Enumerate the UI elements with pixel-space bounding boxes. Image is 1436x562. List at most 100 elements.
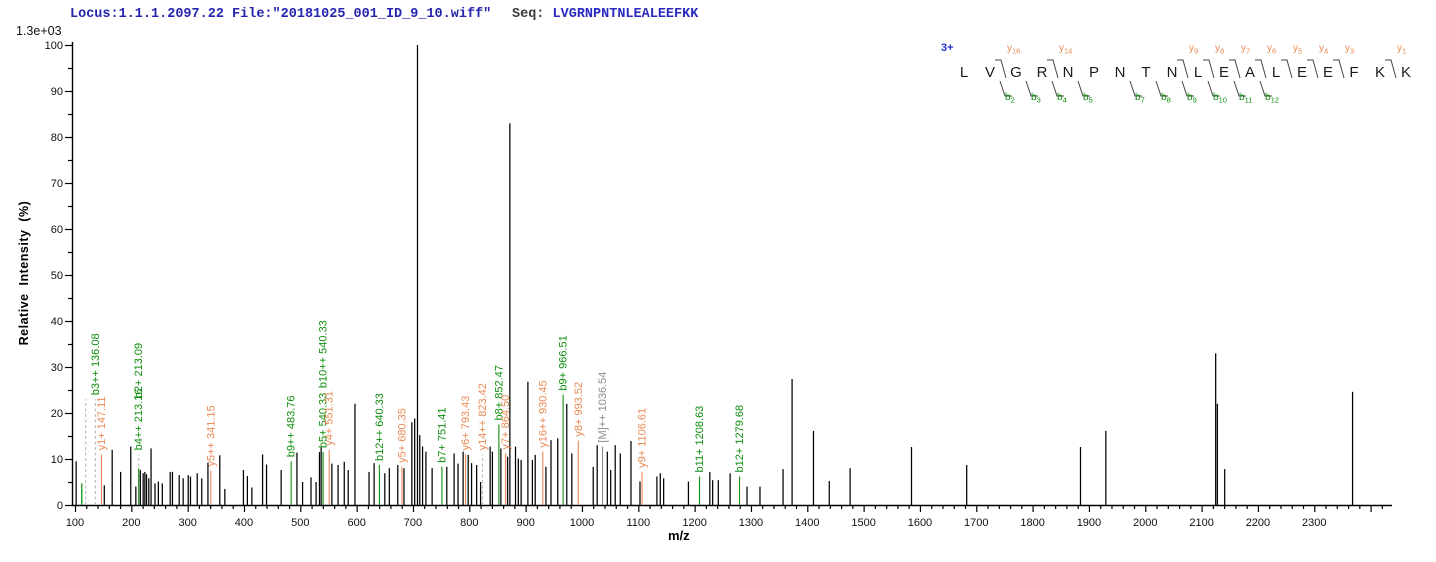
- ion-label: b12+ 1279.68: [734, 405, 746, 473]
- y-ion-tag: y3: [1345, 43, 1354, 56]
- y-tick-label: 10: [51, 454, 63, 466]
- y-tick-label: 30: [51, 362, 63, 374]
- ion-label: b5+ 540.33: [318, 393, 330, 448]
- y-ion-tag: y9: [1189, 43, 1198, 56]
- x-tick-label: 1500: [851, 517, 875, 529]
- b-cut-mark: [1051, 80, 1064, 97]
- b-cut-mark: [1181, 80, 1194, 97]
- b-cut-mark: [1207, 80, 1220, 97]
- y-ion-tag: y4: [1319, 43, 1328, 56]
- ion-label: b10++ 540.33: [318, 320, 330, 388]
- sequence-residue: K: [1375, 64, 1385, 81]
- x-tick-label: 300: [178, 517, 196, 529]
- ion-label: b8+ 852.47: [493, 365, 505, 420]
- y-cut-mark: [1203, 59, 1215, 79]
- precursor-charge-label: 3+: [941, 42, 954, 54]
- ion-label: b9++ 483.76: [286, 396, 298, 458]
- ion-label: y7+ 864.50: [500, 395, 512, 450]
- x-tick-label: 200: [122, 517, 140, 529]
- x-axis-title: m/z: [668, 528, 690, 543]
- x-tick-label: 2200: [1246, 517, 1270, 529]
- intensity-scale-label: 1.3e+03: [16, 24, 62, 38]
- y-cut-mark: [1281, 59, 1293, 79]
- ion-label: b9+ 966.51: [558, 335, 570, 390]
- sequence-residue: G: [1010, 64, 1022, 81]
- b-ion-tag: b9: [1187, 92, 1197, 105]
- b-cut-mark: [1233, 80, 1246, 97]
- sequence-residue: F: [1349, 64, 1358, 81]
- ion-label: b2+ 213.09: [133, 343, 145, 398]
- ion-label: y14++ 823.42: [477, 383, 489, 450]
- y-tick-label: 40: [51, 316, 63, 328]
- x-tick-label: 1200: [682, 517, 706, 529]
- ion-label: b4++ 213.16: [133, 389, 145, 451]
- y-cut-mark: [1307, 59, 1319, 79]
- sequence-residue: N: [1063, 64, 1074, 81]
- x-tick-label: 600: [347, 517, 365, 529]
- sequence-residue: N: [1115, 64, 1126, 81]
- sequence-residue: R: [1037, 64, 1048, 81]
- x-tick-label: 900: [516, 517, 534, 529]
- y-tick-label: 50: [51, 270, 63, 282]
- x-tick-label: 400: [235, 517, 253, 529]
- y-cut-mark: [1177, 59, 1189, 79]
- b-ion-tag: b12: [1265, 92, 1279, 105]
- b-cut-mark: [1259, 80, 1272, 97]
- sequence-residue: L: [1272, 64, 1280, 81]
- seq-label: Seq:: [512, 7, 553, 22]
- sequence-residue: L: [1194, 64, 1202, 81]
- y-tick-label: 20: [51, 408, 63, 420]
- y-ion-tag: y14: [1059, 43, 1072, 56]
- x-tick-label: 800: [460, 517, 478, 529]
- y-ion-tag: y1: [1397, 43, 1406, 56]
- ion-label: b3++ 136.08: [90, 333, 102, 395]
- b-cut-mark: [1025, 80, 1038, 97]
- b-ion-tag: b5: [1083, 92, 1093, 105]
- sequence-residue: L: [960, 64, 968, 81]
- sequence-residue: E: [1297, 64, 1307, 81]
- b-cut-mark: [1129, 80, 1142, 97]
- x-tick-label: 500: [291, 517, 309, 529]
- x-tick-label: 100: [66, 517, 84, 529]
- x-tick-label: 1000: [570, 517, 594, 529]
- x-tick-label: 1600: [908, 517, 932, 529]
- x-tick-label: 1300: [739, 517, 763, 529]
- ion-label: y9+ 1106.61: [637, 408, 649, 468]
- b-ion-tag: b3: [1031, 92, 1041, 105]
- b-ion-tag: b7: [1135, 92, 1145, 105]
- y-cut-mark: [1047, 59, 1059, 79]
- y-tick-label: 70: [51, 178, 63, 190]
- ion-label: y16++ 930.45: [537, 380, 549, 447]
- ion-label: y8+ 993.52: [573, 382, 585, 437]
- sequence-residue: E: [1323, 64, 1333, 81]
- b-ion-tag: b10: [1213, 92, 1227, 105]
- y-ion-tag: y7: [1241, 43, 1250, 56]
- sequence-residue: V: [985, 64, 995, 81]
- ion-label: y6+ 793.43: [460, 396, 472, 451]
- b-ion-tag: b2: [1005, 92, 1015, 105]
- ion-label: b7+ 751.41: [436, 407, 448, 462]
- y-cut-mark: [1333, 59, 1345, 79]
- sequence-header: Seq: LVGRNPNTNLEALEEFKK: [512, 7, 698, 22]
- ion-label: y5++ 341.15: [205, 405, 217, 466]
- b-ion-tag: b8: [1161, 92, 1171, 105]
- sequence-residue: A: [1245, 64, 1255, 81]
- b-ion-tag: b4: [1057, 92, 1067, 105]
- y-ion-tag: y8: [1215, 43, 1224, 56]
- sequence-residue: P: [1089, 64, 1099, 81]
- b-ion-tag: b11: [1239, 92, 1252, 105]
- ion-label: b11+ 1208.63: [694, 406, 706, 473]
- y-cut-mark: [1255, 59, 1267, 79]
- y-ion-tag: y5: [1293, 43, 1302, 56]
- sequence-residue: K: [1401, 64, 1411, 81]
- locus-file-text: Locus:1.1.1.2097.22 File:"20181025_001_I…: [70, 7, 492, 22]
- sequence-residue: T: [1141, 64, 1150, 81]
- y-tick-label: 100: [45, 40, 63, 52]
- sequence-residue: N: [1167, 64, 1178, 81]
- y-cut-mark: [1385, 59, 1397, 79]
- x-tick-label: 2000: [1133, 517, 1157, 529]
- x-tick-label: 2300: [1302, 517, 1326, 529]
- ion-label: y1+ 147.11: [96, 396, 108, 450]
